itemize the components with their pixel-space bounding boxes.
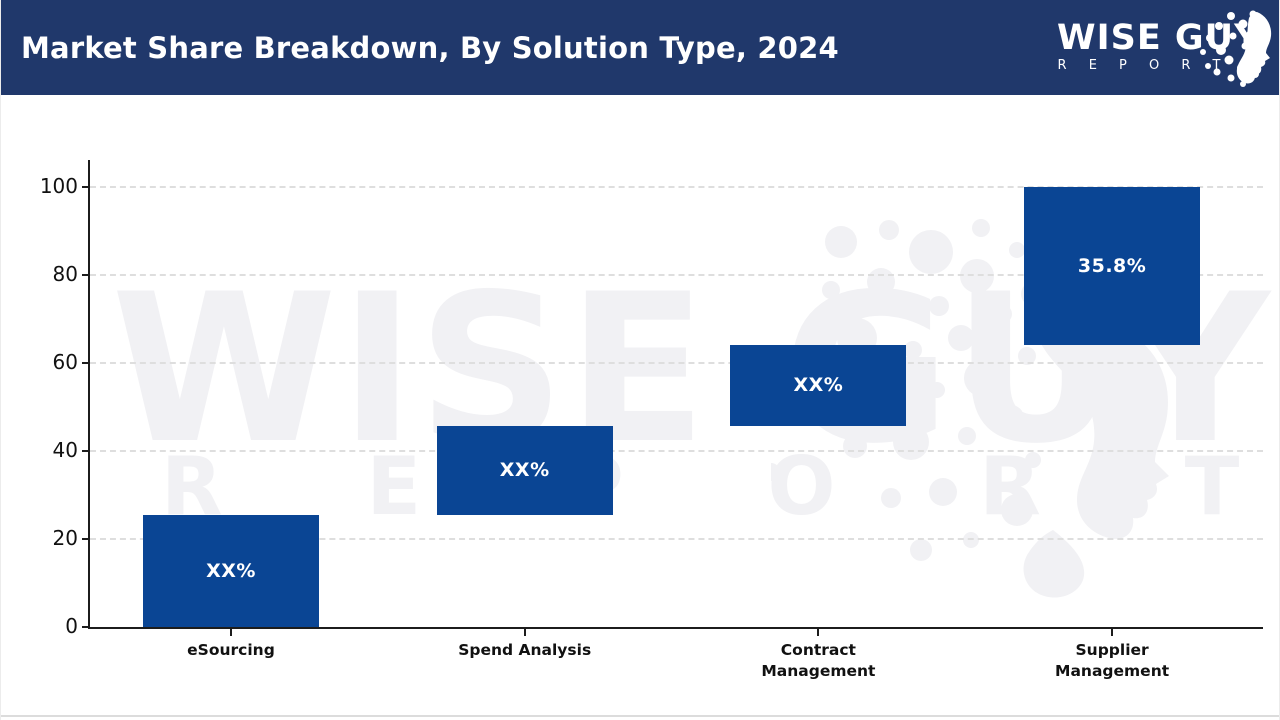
page-title: Market Share Breakdown, By Solution Type… [21,30,839,65]
header-bar: Market Share Breakdown, By Solution Type… [1,0,1279,95]
brand-logo: WISE GUY R E P O R T S [1019,6,1272,90]
bar-value-label: XX% [206,559,256,582]
bar-spend-analysis: XX% [436,425,613,515]
ytick-mark-40 [82,450,90,452]
bar-value-label: XX% [499,459,550,482]
ytick-mark-0 [82,626,90,628]
ytick-label-0: 0 [65,614,78,638]
y-axis [88,160,90,629]
category-label-2: Contract Management [761,641,876,680]
ytick-label-60: 60 [52,350,78,374]
brand-subname: R E P O R T S [1057,58,1260,73]
ytick-mark-20 [82,538,90,540]
gridline-y80 [90,274,1263,276]
x-axis [88,627,1263,629]
ytick-mark-100 [82,186,90,188]
bar-value-label: XX% [793,374,844,397]
xtick-mark-2 [817,629,820,636]
category-label-3: Supplier Management [1055,641,1170,680]
bar-value-label: 35.8% [1077,254,1147,277]
bar-supplier-management: 35.8% [1024,187,1201,345]
ytick-mark-80 [82,274,90,276]
gridline-y40 [90,450,1263,452]
bottom-border [1,715,1279,717]
ytick-label-20: 20 [52,526,78,550]
category-label-1: Spend Analysis [458,641,592,659]
ytick-label-100: 100 [39,174,78,198]
bar-esourcing: XX% [143,514,319,627]
ytick-label-80: 80 [52,262,78,286]
brand-face-icon [1200,10,1272,87]
category-label-0: eSourcing [187,641,275,659]
watermark-face-dots [771,219,1169,598]
bar-contract-management: XX% [730,344,907,426]
ytick-mark-60 [82,362,90,364]
xtick-mark-3 [1111,629,1114,636]
gridline-y100 [90,186,1263,188]
xtick-mark-1 [523,629,526,636]
xtick-mark-0 [230,629,232,636]
ytick-label-40: 40 [52,438,78,462]
gridline-y60 [90,362,1263,364]
gridline-y20 [90,538,1263,540]
